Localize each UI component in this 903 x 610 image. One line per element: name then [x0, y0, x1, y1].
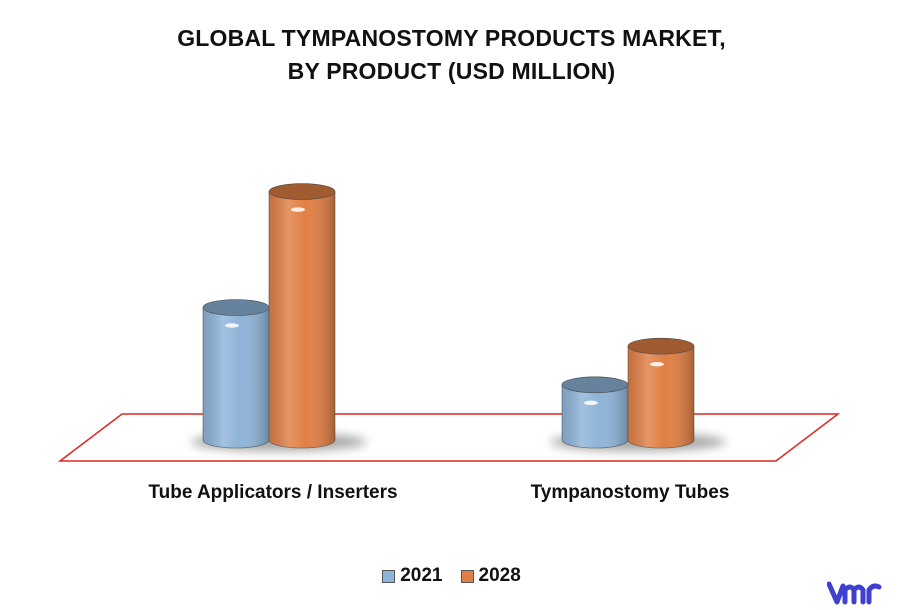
legend-label: 2021: [400, 565, 443, 586]
bar-shading: [562, 384, 628, 448]
bar-top-shade: [203, 299, 269, 316]
bar-highlight: [225, 323, 239, 328]
legend-swatch: [460, 569, 474, 583]
legend-item-2028: 2028: [460, 565, 521, 587]
legend-label: 2028: [478, 565, 521, 586]
legend-swatch: [382, 569, 396, 583]
chart-floor: [57, 413, 841, 462]
bar-highlight: [291, 207, 305, 212]
category-label-2: Tympanostomy Tubes: [531, 482, 730, 503]
bar-top: [268, 183, 336, 200]
bar-2028-1: [268, 183, 336, 449]
bar-top: [627, 337, 695, 355]
bar-shading: [203, 307, 269, 448]
bar-top-shade: [628, 338, 694, 355]
bar-top-shade: [562, 376, 628, 393]
chart-title-line-1: GLOBAL TYMPANOSTOMY PRODUCTS MARKET,: [177, 25, 726, 51]
bar-2028-2: [627, 337, 695, 449]
category-labels: Tube Applicators / Inserters Tympanostomy…: [148, 482, 729, 503]
bar-top-shade: [269, 183, 335, 200]
bar-2021-1: [202, 299, 270, 449]
vmr-logo-icon: [827, 581, 882, 605]
legend: 2021 2028: [0, 565, 903, 587]
bars-group: [202, 183, 695, 449]
chart-title: GLOBAL TYMPANOSTOMY PRODUCTS MARKET, BY …: [0, 22, 903, 88]
bar-shading: [269, 191, 335, 448]
chart-title-line-2: BY PRODUCT (USD MILLION): [287, 58, 616, 84]
legend-item-2021: 2021: [382, 565, 443, 587]
bar-2021-2: [561, 376, 629, 449]
bar-highlight: [584, 400, 598, 405]
bar-shading: [628, 346, 694, 448]
category-label-1: Tube Applicators / Inserters: [148, 482, 397, 503]
bar-highlight: [650, 361, 664, 367]
